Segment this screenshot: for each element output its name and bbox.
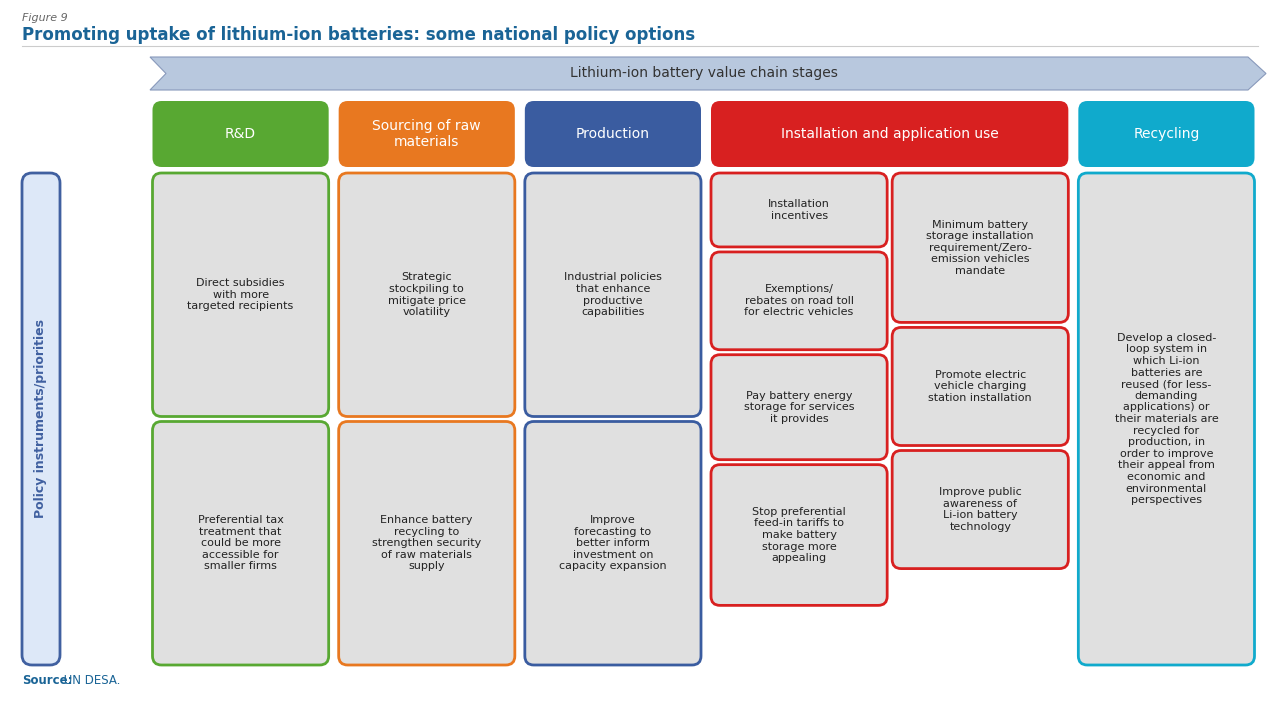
FancyBboxPatch shape (892, 173, 1069, 322)
FancyBboxPatch shape (710, 252, 887, 350)
FancyBboxPatch shape (710, 173, 887, 247)
FancyBboxPatch shape (892, 327, 1069, 445)
Text: Industrial policies
that enhance
productive
capabilities: Industrial policies that enhance product… (564, 272, 662, 317)
Text: Minimum battery
storage installation
requirement/Zero-
emission vehicles
mandate: Minimum battery storage installation req… (927, 219, 1034, 276)
FancyBboxPatch shape (1078, 101, 1254, 167)
FancyBboxPatch shape (892, 450, 1069, 568)
FancyBboxPatch shape (710, 101, 1069, 167)
FancyBboxPatch shape (1078, 173, 1254, 665)
Text: Stop preferential
feed-in tariffs to
make battery
storage more
appealing: Stop preferential feed-in tariffs to mak… (753, 507, 846, 563)
Text: Source:: Source: (22, 674, 73, 687)
Text: Promote electric
vehicle charging
station installation: Promote electric vehicle charging statio… (928, 370, 1032, 403)
FancyBboxPatch shape (152, 421, 329, 665)
Text: Figure 9: Figure 9 (22, 13, 68, 23)
Text: Improve
forecasting to
better inform
investment on
capacity expansion: Improve forecasting to better inform inv… (559, 515, 667, 571)
FancyBboxPatch shape (710, 464, 887, 605)
Text: R&D: R&D (225, 127, 256, 141)
FancyBboxPatch shape (22, 173, 60, 665)
FancyBboxPatch shape (152, 101, 329, 167)
Text: Strategic
stockpiling to
mitigate price
volatility: Strategic stockpiling to mitigate price … (388, 272, 466, 317)
Text: Policy instruments/priorities: Policy instruments/priorities (35, 320, 47, 518)
Text: Improve public
awareness of
Li-ion battery
technology: Improve public awareness of Li-ion batte… (938, 487, 1021, 532)
FancyBboxPatch shape (339, 173, 515, 416)
Text: Lithium-ion battery value chain stages: Lithium-ion battery value chain stages (570, 66, 838, 81)
FancyBboxPatch shape (152, 173, 329, 416)
Text: Promoting uptake of lithium-ion batteries: some national policy options: Promoting uptake of lithium-ion batterie… (22, 26, 695, 44)
Text: Direct subsidies
with more
targeted recipients: Direct subsidies with more targeted reci… (187, 278, 293, 311)
Text: Preferential tax
treatment that
could be more
accessible for
smaller firms: Preferential tax treatment that could be… (197, 515, 284, 571)
FancyBboxPatch shape (525, 173, 701, 416)
FancyBboxPatch shape (339, 101, 515, 167)
Text: Production: Production (576, 127, 650, 141)
Text: Develop a closed-
loop system in
which Li-ion
batteries are
reused (for less-
de: Develop a closed- loop system in which L… (1115, 333, 1219, 506)
Polygon shape (150, 57, 1266, 90)
Text: Recycling: Recycling (1133, 127, 1199, 141)
FancyBboxPatch shape (525, 101, 701, 167)
FancyBboxPatch shape (339, 421, 515, 665)
Text: Enhance battery
recycling to
strengthen security
of raw materials
supply: Enhance battery recycling to strengthen … (372, 515, 481, 571)
Text: Pay battery energy
storage for services
it provides: Pay battery energy storage for services … (744, 390, 854, 423)
FancyBboxPatch shape (525, 421, 701, 665)
Text: Installation
incentives: Installation incentives (768, 199, 829, 221)
Text: Exemptions/
rebates on road toll
for electric vehicles: Exemptions/ rebates on road toll for ele… (745, 284, 854, 317)
FancyBboxPatch shape (710, 355, 887, 460)
Text: UN DESA.: UN DESA. (60, 674, 120, 687)
Text: Installation and application use: Installation and application use (781, 127, 998, 141)
Text: Sourcing of raw
materials: Sourcing of raw materials (372, 119, 481, 149)
